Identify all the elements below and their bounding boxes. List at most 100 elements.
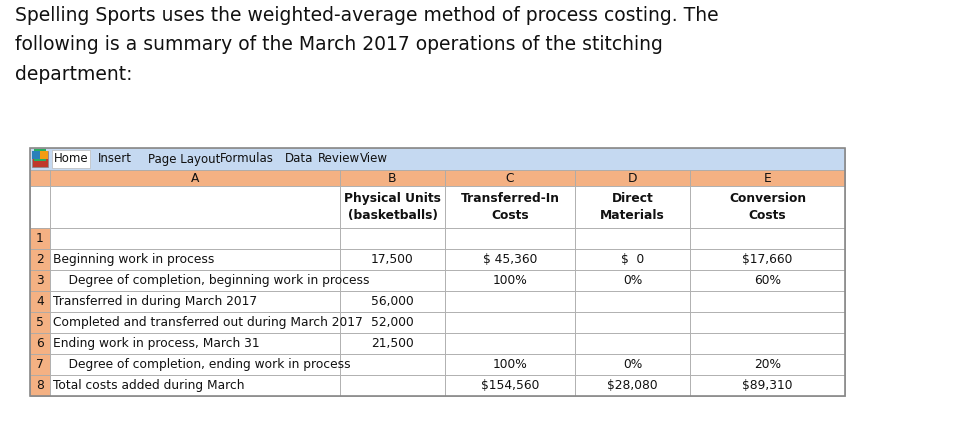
Text: 4: 4 [36, 295, 44, 308]
Bar [40, 151, 48, 159]
Bar [30, 270, 50, 291]
Text: 6: 6 [36, 337, 44, 350]
Text: 0%: 0% [623, 358, 642, 371]
Text: Spelling Sports uses the weighted-average method of process costing. The
followi: Spelling Sports uses the weighted-averag… [15, 6, 719, 84]
Bar [575, 228, 690, 249]
Text: 8: 8 [36, 379, 44, 392]
Bar [30, 312, 50, 333]
Bar [340, 333, 445, 354]
Text: $89,310: $89,310 [742, 379, 793, 392]
Text: 56,000: 56,000 [371, 295, 414, 308]
Text: 7: 7 [36, 358, 44, 371]
Text: D: D [628, 172, 638, 184]
Bar [50, 170, 340, 186]
Bar [50, 333, 340, 354]
Text: A: A [191, 172, 199, 184]
Bar [575, 312, 690, 333]
Text: Ending work in process, March 31: Ending work in process, March 31 [53, 337, 260, 350]
Bar [50, 186, 340, 228]
Text: $17,660: $17,660 [742, 253, 793, 266]
Text: 3: 3 [36, 274, 44, 287]
Bar [340, 354, 445, 375]
Text: Conversion
Costs: Conversion Costs [728, 192, 806, 222]
Bar [340, 270, 445, 291]
Text: Degree of completion, beginning work in process: Degree of completion, beginning work in … [53, 274, 370, 287]
Bar [445, 312, 575, 333]
Bar [340, 228, 445, 249]
Bar [575, 354, 690, 375]
Bar [575, 249, 690, 270]
Text: Total costs added during March: Total costs added during March [53, 379, 245, 392]
Text: Data: Data [285, 152, 314, 166]
Bar [340, 375, 445, 396]
Text: 21,500: 21,500 [371, 337, 414, 350]
Bar [50, 228, 340, 249]
Text: 5: 5 [36, 316, 44, 329]
Text: 60%: 60% [754, 274, 781, 287]
Bar [445, 291, 575, 312]
Bar [690, 333, 845, 354]
Text: Direct
Materials: Direct Materials [600, 192, 664, 222]
Bar [50, 375, 340, 396]
Bar [30, 148, 845, 170]
Bar [445, 354, 575, 375]
Bar [340, 312, 445, 333]
Bar [445, 170, 575, 186]
Text: B: B [388, 172, 397, 184]
Bar [30, 186, 50, 228]
Bar [340, 170, 445, 186]
Text: Transferred in during March 2017: Transferred in during March 2017 [53, 295, 257, 308]
Bar [50, 291, 340, 312]
Bar [340, 186, 445, 228]
Bar [575, 270, 690, 291]
Text: $ 45,360: $ 45,360 [483, 253, 537, 266]
Text: Transferred-In
Costs: Transferred-In Costs [461, 192, 559, 222]
Bar [445, 333, 575, 354]
Bar [690, 312, 845, 333]
Text: Formulas: Formulas [220, 152, 273, 166]
Bar [30, 148, 845, 396]
Text: 100%: 100% [492, 358, 528, 371]
Bar [445, 375, 575, 396]
Bar [50, 312, 340, 333]
Bar [445, 270, 575, 291]
Text: Completed and transferred out during March 2017: Completed and transferred out during Mar… [53, 316, 362, 329]
Text: Page Layout: Page Layout [148, 152, 221, 166]
Bar [575, 375, 690, 396]
Bar [50, 249, 340, 270]
Text: 0%: 0% [623, 274, 642, 287]
Text: Home: Home [54, 152, 88, 166]
Bar [52, 150, 90, 168]
Bar [30, 375, 50, 396]
Text: 52,000: 52,000 [371, 316, 414, 329]
Bar [690, 228, 845, 249]
Bar [690, 249, 845, 270]
Text: 17,500: 17,500 [371, 253, 414, 266]
Text: 1: 1 [36, 232, 44, 245]
Bar [34, 149, 46, 161]
Text: Insert: Insert [98, 152, 132, 166]
Text: View: View [360, 152, 388, 166]
Text: 2: 2 [36, 253, 44, 266]
Bar [575, 170, 690, 186]
Bar [30, 249, 50, 270]
Bar [445, 186, 575, 228]
Bar [32, 151, 40, 159]
Bar [50, 270, 340, 291]
Bar [30, 354, 50, 375]
Bar [575, 333, 690, 354]
Text: $  0: $ 0 [620, 253, 644, 266]
Text: $28,080: $28,080 [607, 379, 658, 392]
Bar [30, 170, 50, 186]
Bar [340, 249, 445, 270]
Text: Degree of completion, ending work in process: Degree of completion, ending work in pro… [53, 358, 351, 371]
Bar [575, 291, 690, 312]
Bar [30, 228, 50, 249]
Text: Beginning work in process: Beginning work in process [53, 253, 214, 266]
Bar [445, 228, 575, 249]
Text: 100%: 100% [492, 274, 528, 287]
Bar [50, 354, 340, 375]
Bar [575, 186, 690, 228]
Text: $154,560: $154,560 [481, 379, 539, 392]
Text: Review: Review [318, 152, 360, 166]
